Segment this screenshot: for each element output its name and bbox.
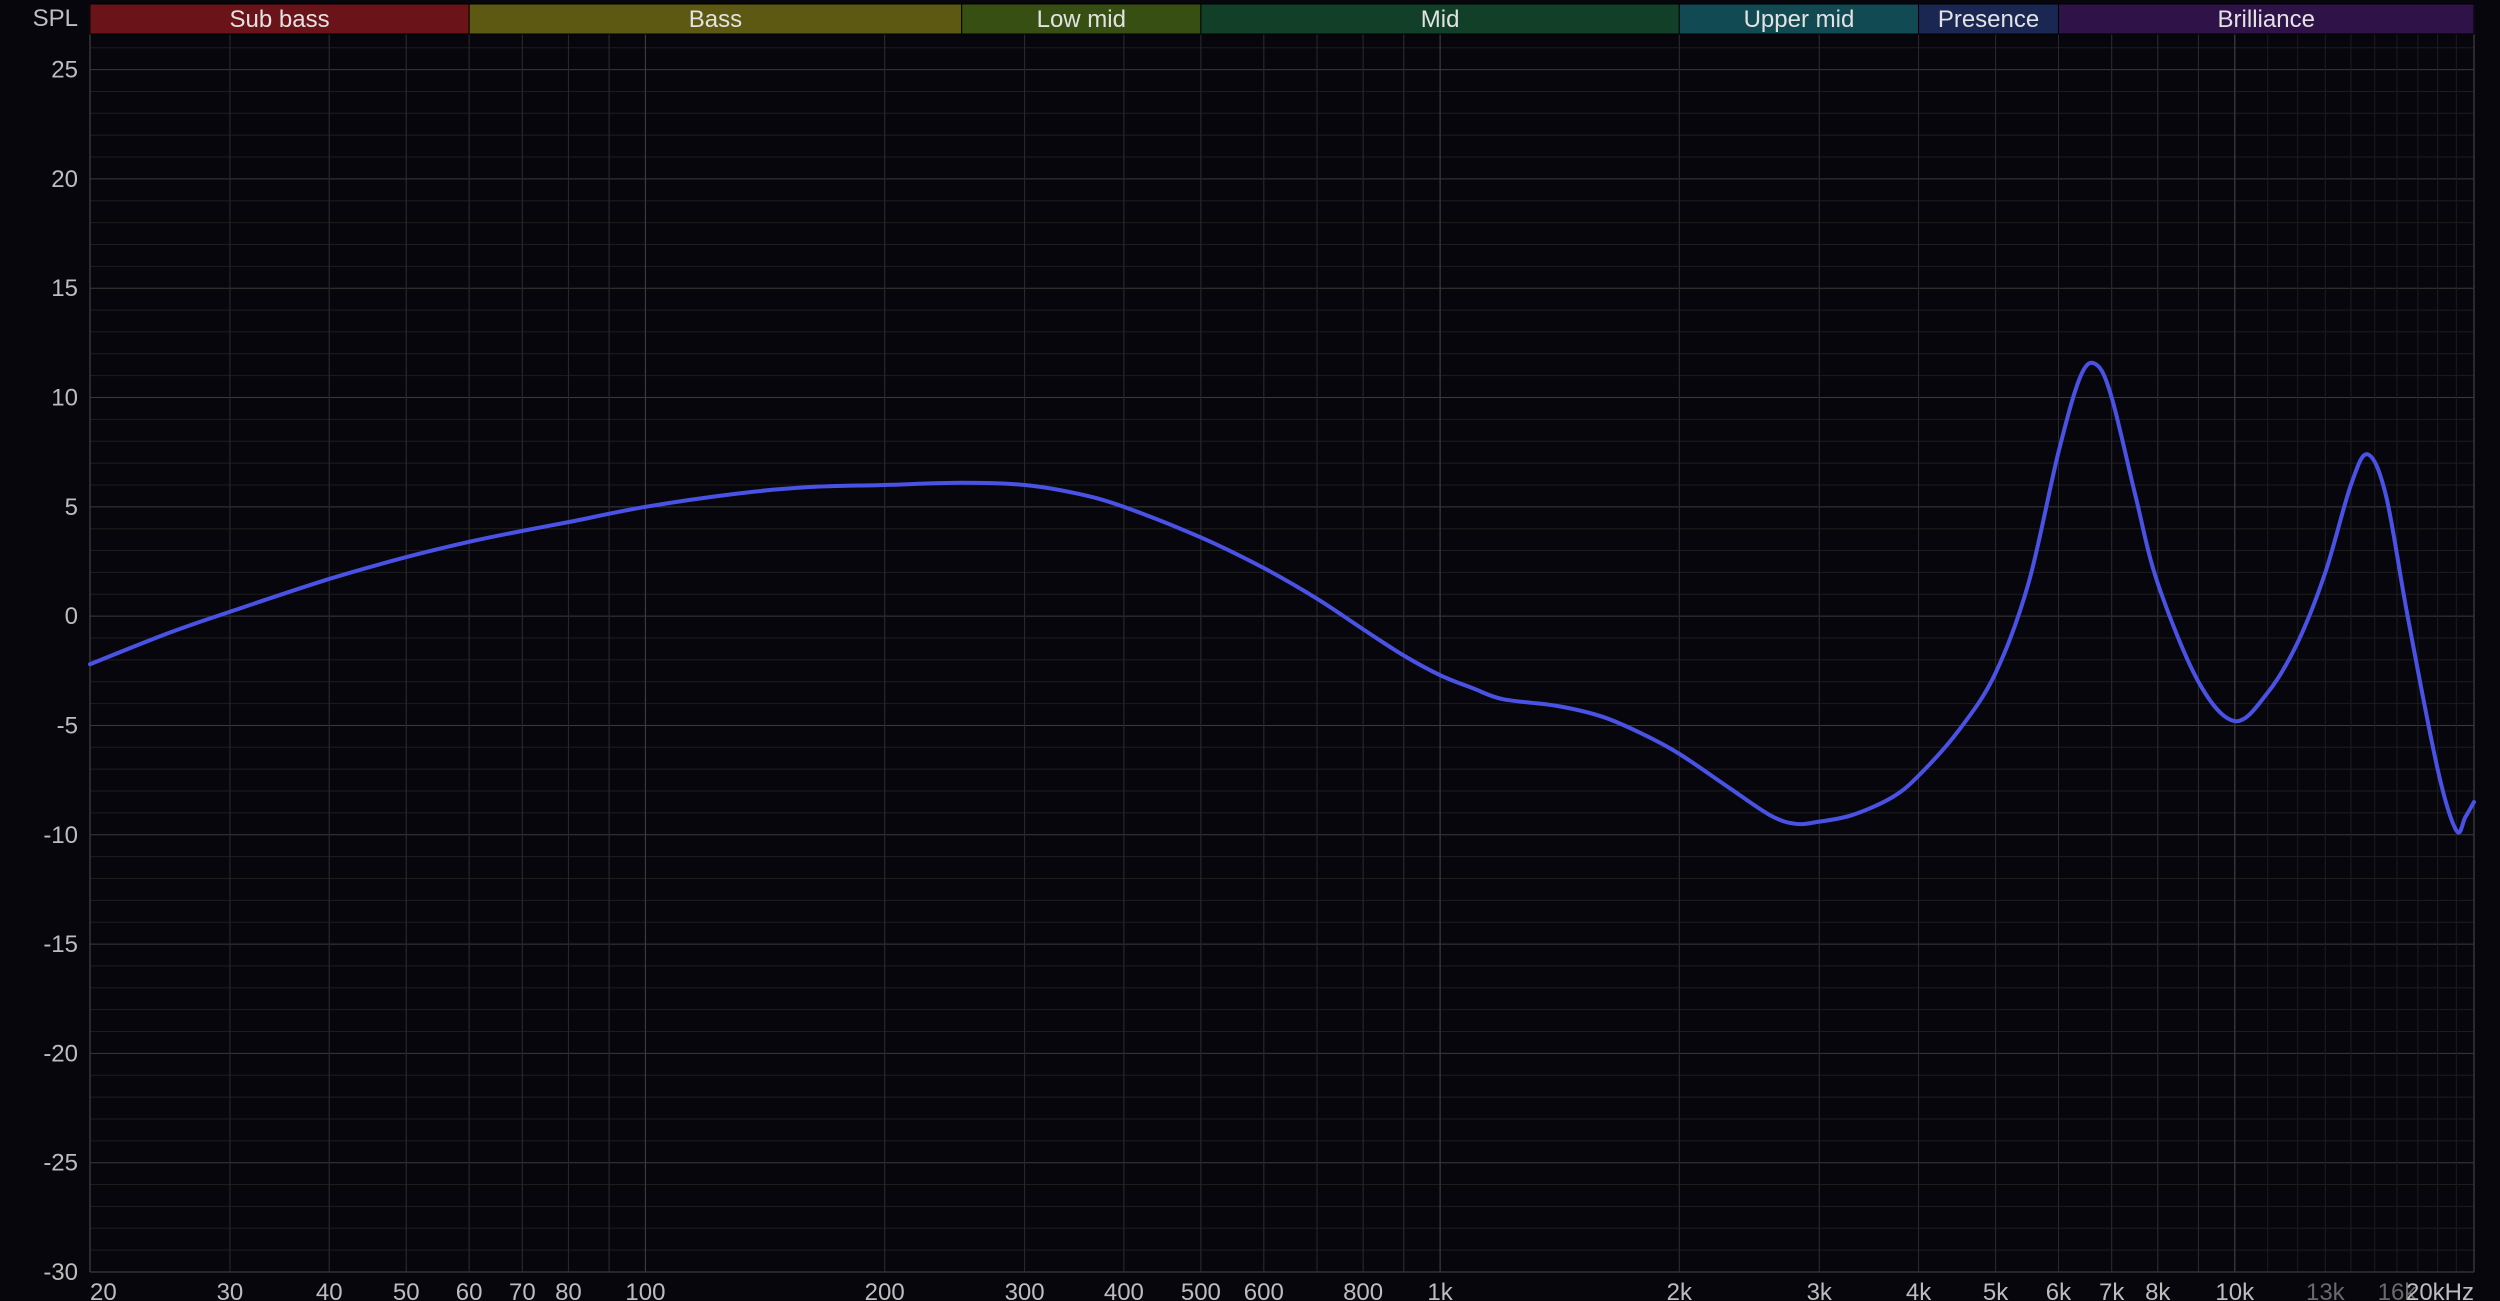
y-tick-label: -5	[57, 712, 78, 739]
y-tick-label: 10	[51, 385, 78, 412]
frequency-response-chart: Sub bass Bass Low mid Mid Upper mid Presence B…	[0, 0, 2500, 1301]
x-tick-label: 1k	[1427, 1279, 1453, 1301]
y-tick-label: -15	[43, 931, 78, 958]
x-tick-label: 5k	[1983, 1279, 2009, 1301]
x-tick-label: 2k	[1667, 1279, 1693, 1301]
x-tick-label: 7k	[2099, 1279, 2125, 1301]
band-label: Mid	[1421, 6, 1460, 33]
x-tick-label: 70	[509, 1279, 536, 1301]
x-tick-label: 13k	[2306, 1279, 2346, 1301]
x-tick-label: 60	[456, 1279, 483, 1301]
x-tick-label: 4k	[1906, 1279, 1932, 1301]
x-tick-label: 200	[865, 1279, 905, 1301]
band-label: Bass	[689, 6, 742, 33]
x-tick-label: 6k	[2046, 1279, 2072, 1301]
band-label: Upper mid	[1744, 6, 1855, 33]
x-tick-label: 400	[1104, 1279, 1144, 1301]
band-label: Brilliance	[2218, 6, 2315, 33]
x-tick-label: 8k	[2145, 1279, 2171, 1301]
y-tick-label: 15	[51, 275, 78, 302]
x-tick-label: 20kHz	[2406, 1279, 2474, 1301]
y-tick-label: 5	[65, 494, 78, 521]
x-tick-label: 50	[393, 1279, 420, 1301]
x-tick-label: 100	[625, 1279, 665, 1301]
x-tick-label: 30	[217, 1279, 244, 1301]
x-tick-label: 500	[1181, 1279, 1221, 1301]
y-tick-label: 25	[51, 57, 78, 84]
y-tick-label: 0	[65, 603, 78, 630]
x-tick-label: 20	[90, 1279, 117, 1301]
x-tick-label: 80	[555, 1279, 582, 1301]
y-tick-label: -20	[43, 1040, 78, 1067]
y-tick-label: -10	[43, 822, 78, 849]
y-tick-label: -30	[43, 1259, 78, 1286]
x-tick-label: 3k	[1807, 1279, 1833, 1301]
band-label: Low mid	[1037, 6, 1126, 33]
y-tick-label: -25	[43, 1150, 78, 1177]
x-tick-label: 300	[1005, 1279, 1045, 1301]
chart-svg: Sub bass Bass Low mid Mid Upper mid Presence B…	[0, 0, 2500, 1301]
x-tick-label: 10k	[2215, 1279, 2255, 1301]
y-axis-title-label: SPL	[33, 5, 78, 32]
y-tick-label: 20	[51, 166, 78, 193]
x-tick-label: 40	[316, 1279, 343, 1301]
band-label: Presence	[1938, 6, 2039, 33]
x-tick-label: 600	[1244, 1279, 1284, 1301]
band-label: Sub bass	[230, 6, 330, 33]
x-tick-label: 800	[1343, 1279, 1383, 1301]
